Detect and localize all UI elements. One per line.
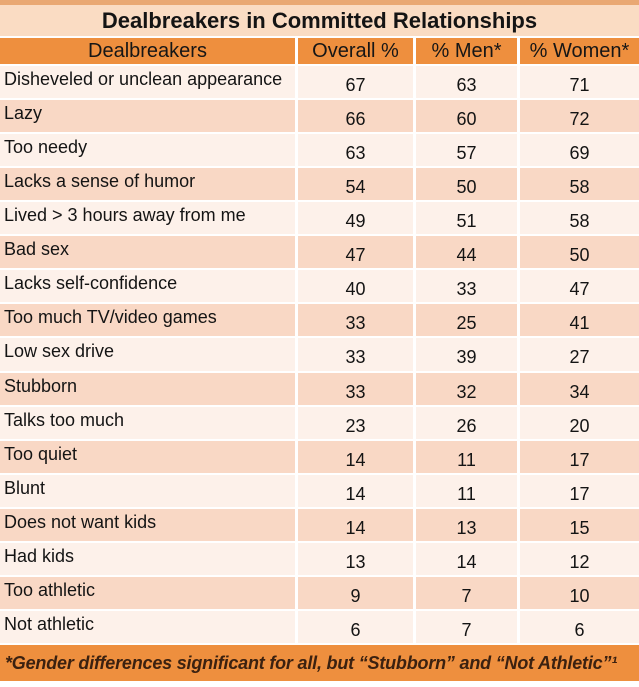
table-top-border — [0, 0, 639, 5]
dealbreaker-label: Lazy — [4, 103, 43, 124]
dealbreaker-label: Not athletic — [4, 613, 95, 634]
men-value: 63 — [413, 66, 517, 99]
dealbreaker-label: Too needy — [4, 137, 88, 158]
women-value: 71 — [517, 66, 639, 99]
dealbreaker-label: Lacks a sense of humor — [4, 171, 196, 192]
men-value: 50 — [413, 168, 517, 201]
women-value: 41 — [517, 304, 639, 337]
overall-value: 9 — [295, 576, 413, 609]
table-row: Lazy 66 60 72 — [0, 100, 639, 135]
women-value: 17 — [517, 474, 639, 507]
dealbreaker-label: Too much TV/video games — [4, 307, 217, 328]
men-value: 14 — [413, 542, 517, 575]
dealbreaker-label: Does not want kids — [4, 511, 157, 532]
table-row: Stubborn 33 32 34 — [0, 372, 639, 407]
women-value: 69 — [517, 134, 639, 167]
table-row: Lacks self-confidence 40 33 47 — [0, 270, 639, 305]
table-row: Lived > 3 hours away from me 49 51 58 — [0, 202, 639, 237]
overall-value: 33 — [295, 338, 413, 371]
women-value: 20 — [517, 406, 639, 439]
women-value: 17 — [517, 440, 639, 473]
dealbreaker-label: Lacks self-confidence — [4, 273, 178, 294]
table-row: Low sex drive 33 39 27 — [0, 338, 639, 373]
overall-value: 67 — [295, 66, 413, 99]
overall-value: 33 — [295, 372, 413, 405]
women-value: 34 — [517, 372, 639, 405]
men-value: 7 — [413, 576, 517, 609]
women-value: 12 — [517, 542, 639, 575]
overall-value: 23 — [295, 406, 413, 439]
men-value: 13 — [413, 508, 517, 541]
header-cell-overall: Overall % — [295, 38, 413, 64]
dealbreaker-label: Too athletic — [4, 579, 96, 600]
table-title: Dealbreakers in Committed Relationships — [101, 7, 538, 33]
men-value: 11 — [413, 440, 517, 473]
overall-value: 14 — [295, 440, 413, 473]
dealbreaker-label: Too quiet — [4, 443, 78, 464]
women-value: 72 — [517, 100, 639, 133]
men-value: 33 — [413, 270, 517, 303]
overall-value: 49 — [295, 202, 413, 235]
dealbreaker-label: Bad sex — [4, 239, 70, 260]
table-row: Too needy 63 57 69 — [0, 134, 639, 169]
men-value: 7 — [413, 610, 517, 643]
dealbreaker-label: Disheveled or unclean appearance — [4, 69, 283, 89]
women-value: 27 — [517, 338, 639, 371]
men-value: 25 — [413, 304, 517, 337]
header-cell-men: % Men* — [413, 38, 517, 64]
table-row: Had kids 13 14 12 — [0, 542, 639, 577]
table-header-row: Dealbreakers Overall % % Men* % Women* — [0, 38, 639, 66]
dealbreaker-label: Lived > 3 hours away from me — [4, 205, 246, 226]
table-row: Talks too much 23 26 20 — [0, 406, 639, 441]
women-value: 6 — [517, 610, 639, 643]
overall-value: 6 — [295, 610, 413, 643]
footnote-band: *Gender differences significant for all,… — [0, 645, 639, 681]
women-value: 10 — [517, 576, 639, 609]
men-value: 60 — [413, 100, 517, 133]
header-cell-dealbreakers: Dealbreakers — [88, 39, 207, 62]
dealbreaker-label: Talks too much — [4, 409, 125, 430]
women-value: 15 — [517, 508, 639, 541]
men-value: 51 — [413, 202, 517, 235]
overall-value: 47 — [295, 236, 413, 269]
dealbreaker-label: Low sex drive — [4, 341, 115, 362]
table-row: Bad sex 47 44 50 — [0, 236, 639, 271]
table-row: Not athletic 6 7 6 — [0, 610, 639, 645]
table-row: Does not want kids 14 13 15 — [0, 508, 639, 543]
men-value: 26 — [413, 406, 517, 439]
men-value: 32 — [413, 372, 517, 405]
overall-value: 40 — [295, 270, 413, 303]
overall-value: 54 — [295, 168, 413, 201]
table-row: Too quiet 14 11 17 — [0, 440, 639, 475]
men-value: 44 — [413, 236, 517, 269]
dealbreaker-label: Stubborn — [4, 375, 78, 396]
overall-value: 33 — [295, 304, 413, 337]
table-title-band: Dealbreakers in Committed Relationships — [0, 5, 639, 38]
table-row: Blunt 14 11 17 — [0, 474, 639, 509]
overall-value: 63 — [295, 134, 413, 167]
table-body: Disheveled or unclean appearance 67 63 71 La… — [0, 66, 639, 645]
bottom-margin — [0, 681, 639, 687]
overall-value: 14 — [295, 508, 413, 541]
women-value: 50 — [517, 236, 639, 269]
women-value: 58 — [517, 202, 639, 235]
table-row: Lacks a sense of humor 54 50 58 — [0, 168, 639, 203]
header-cell-women: % Women* — [517, 38, 639, 64]
overall-value: 13 — [295, 542, 413, 575]
overall-value: 66 — [295, 100, 413, 133]
dealbreaker-label: Had kids — [4, 545, 75, 566]
women-value: 58 — [517, 168, 639, 201]
footnote: *Gender differences significant for all,… — [5, 652, 618, 673]
overall-value: 14 — [295, 474, 413, 507]
table-row: Too much TV/video games 33 25 41 — [0, 304, 639, 339]
men-value: 39 — [413, 338, 517, 371]
table-row: Disheveled or unclean appearance 67 63 71 — [0, 66, 639, 101]
women-value: 47 — [517, 270, 639, 303]
men-value: 11 — [413, 474, 517, 507]
men-value: 57 — [413, 134, 517, 167]
table-row: Too athletic 9 7 10 — [0, 576, 639, 611]
dealbreaker-label: Blunt — [4, 477, 46, 498]
